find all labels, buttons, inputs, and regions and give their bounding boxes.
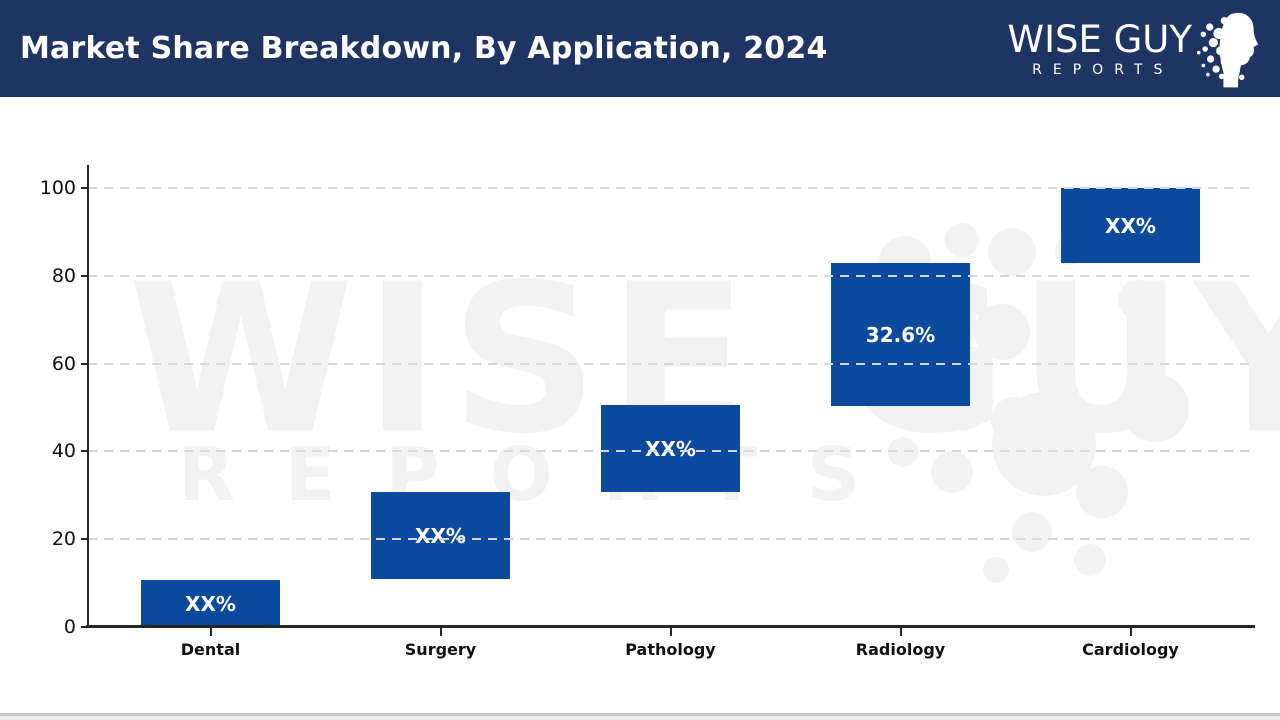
y-tick-label-100: 100 xyxy=(39,177,76,199)
x-axis-line xyxy=(86,625,1255,628)
y-tick-label-0: 0 xyxy=(63,616,76,638)
x-tick-label-radiology: Radiology xyxy=(855,640,946,659)
bar-pathology: XX% xyxy=(601,405,740,493)
y-tick-label-60: 60 xyxy=(51,352,76,375)
y-axis-line xyxy=(87,165,89,627)
bar-cardiology: XX% xyxy=(1061,188,1200,264)
page-title: Market Share Breakdown, By Application, … xyxy=(20,31,828,66)
x-tick-dental xyxy=(209,628,212,636)
x-tick-pathology xyxy=(669,628,672,636)
y-tick-60 xyxy=(81,362,88,365)
brand-head-icon xyxy=(1196,12,1259,87)
gridline-100 xyxy=(88,187,1255,189)
bar-value-label: 32.6% xyxy=(865,322,936,347)
y-tick-label-80: 80 xyxy=(51,264,76,287)
y-tick-40 xyxy=(81,450,88,453)
y-tick-100 xyxy=(81,187,88,189)
gridline-40 xyxy=(88,450,1255,453)
footer-margin xyxy=(0,716,1280,720)
y-tick-label-20: 20 xyxy=(51,528,76,551)
brand-subname: REPORTS xyxy=(1032,61,1174,78)
x-tick-label-dental: Dental xyxy=(180,640,241,659)
x-tick-radiology xyxy=(899,628,902,636)
bar-value-label: XX% xyxy=(415,523,466,548)
y-tick-0 xyxy=(81,626,88,628)
gridline-20 xyxy=(88,538,1255,541)
x-tick-surgery xyxy=(439,628,442,636)
footer-divider xyxy=(0,713,1280,716)
brand-wordmark: WISE GUY REPORTS xyxy=(1008,21,1192,77)
bar-value-label: XX% xyxy=(645,436,696,461)
y-tick-20 xyxy=(81,538,88,541)
x-tick-label-cardiology: Cardiology xyxy=(1082,640,1179,659)
bar-radiology: 32.6% xyxy=(831,263,970,407)
y-tick-80 xyxy=(81,274,88,277)
brand-logo: WISE GUY REPORTS xyxy=(1008,8,1260,90)
brand-name: WISE GUY xyxy=(1007,17,1192,61)
header-bar: Market Share Breakdown, By Application, … xyxy=(0,0,1280,97)
x-tick-label-pathology: Pathology xyxy=(625,640,716,659)
gridline-60 xyxy=(88,362,1255,365)
gridline-80 xyxy=(88,274,1255,277)
bar-surgery: XX% xyxy=(371,492,510,580)
x-tick-label-surgery: Surgery xyxy=(404,640,477,659)
bar-value-label: XX% xyxy=(1105,213,1156,238)
watermark-subword: REPORTS xyxy=(178,432,911,518)
bar-value-label: XX% xyxy=(185,591,236,616)
bar-dental: XX% xyxy=(141,580,280,627)
y-tick-label-40: 40 xyxy=(51,440,76,463)
x-tick-cardiology xyxy=(1129,628,1132,636)
